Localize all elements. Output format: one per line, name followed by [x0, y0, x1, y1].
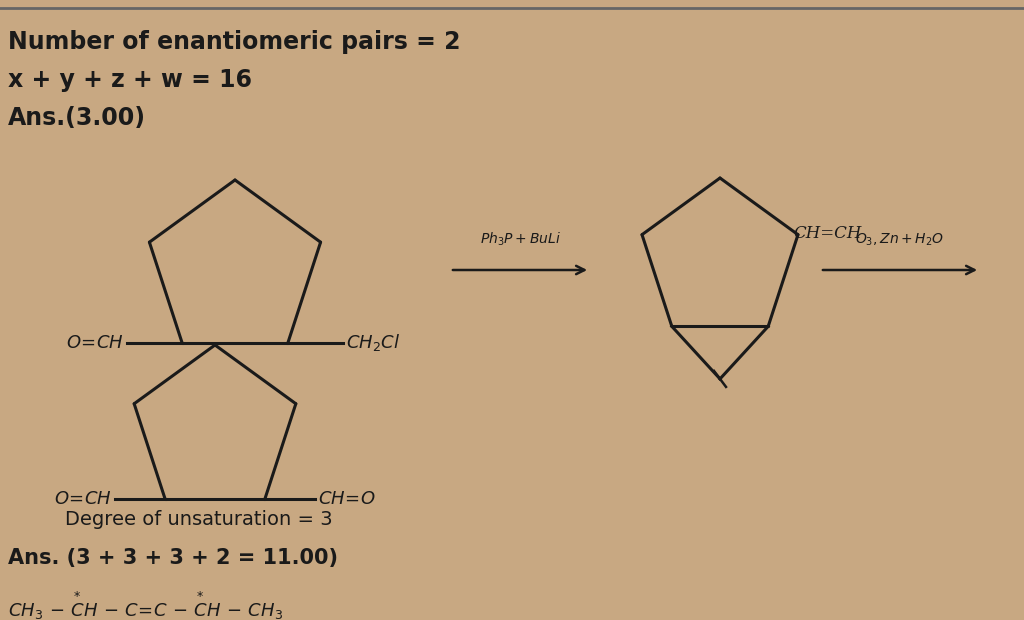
Text: x + y + z + w = 16: x + y + z + w = 16: [8, 68, 252, 92]
Text: Number of enantiomeric pairs = 2: Number of enantiomeric pairs = 2: [8, 30, 461, 54]
Text: Ans.(3.00): Ans.(3.00): [8, 106, 146, 130]
Text: CH=CH: CH=CH: [793, 224, 861, 242]
Text: Ans. (3 + 3 + 3 + 2 = 11.00): Ans. (3 + 3 + 3 + 2 = 11.00): [8, 548, 338, 568]
Text: $CH_3\,-\,\overset{*}{C}H\,-\,C\!=\!C\,-\,\overset{*}{C}H\,-\,CH_3$: $CH_3\,-\,\overset{*}{C}H\,-\,C\!=\!C\,-…: [8, 590, 283, 620]
Text: Degree of unsaturation = 3: Degree of unsaturation = 3: [65, 510, 333, 529]
Text: $O_3, Zn+H_2O$: $O_3, Zn+H_2O$: [855, 232, 945, 248]
Text: $O\!=\!CH$: $O\!=\!CH$: [67, 334, 124, 352]
Text: $CH\!=\!O$: $CH\!=\!O$: [318, 490, 376, 508]
Text: $CH_2Cl$: $CH_2Cl$: [346, 332, 400, 353]
Text: $Ph_3P+BuLi$: $Ph_3P+BuLi$: [479, 231, 560, 248]
Text: $O\!=\!CH$: $O\!=\!CH$: [54, 490, 112, 508]
